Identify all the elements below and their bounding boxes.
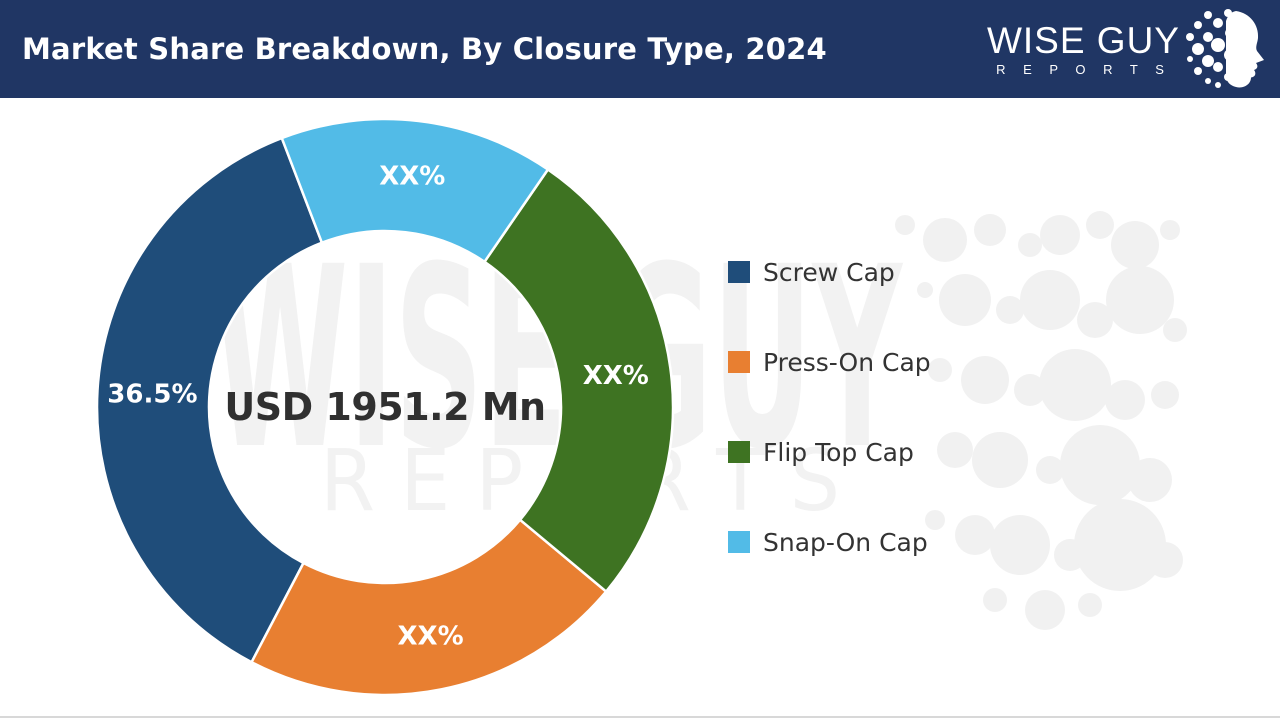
logo-wordmark: WISE GUY (986, 19, 1180, 61)
legend-label-screw-cap: Screw Cap (763, 257, 895, 287)
pie-slice-press-on-cap (250, 518, 608, 697)
pie-slice-label-screw-cap: 36.5% (107, 380, 197, 410)
pie-slice-snap-on-cap (280, 117, 550, 264)
legend-swatch-snap-on-cap (728, 531, 750, 553)
wiseguy-logo: WISE GUY R E P O R T S (987, 7, 1266, 91)
pie-slice-screw-cap (95, 136, 324, 664)
pie-slice-label-flip-top-cap: XX% (583, 361, 649, 391)
donut-center-value: USD 1951.2 Mn (224, 385, 546, 429)
legend-item-flip-top-cap: Flip Top Cap (728, 437, 931, 467)
pie-slice-label-press-on-cap: XX% (398, 622, 464, 652)
watermark-dots-face-icon (895, 211, 1187, 630)
logo-subtitle: R E P O R T S (996, 61, 1171, 77)
legend-swatch-screw-cap (728, 261, 750, 283)
legend-item-press-on-cap: Press-On Cap (728, 347, 931, 377)
legend-label-snap-on-cap: Snap-On Cap (763, 527, 928, 557)
legend-item-snap-on-cap: Snap-On Cap (728, 527, 931, 557)
header-bar: Market Share Breakdown, By Closure Type,… (0, 0, 1280, 98)
donut-slices: 36.5% XX% XX% XX% (95, 117, 675, 697)
bottom-divider (0, 716, 1280, 718)
legend-label-flip-top-cap: Flip Top Cap (763, 437, 914, 467)
pie-slice-flip-top-cap (483, 168, 675, 593)
chart-legend: Screw Cap Press-On Cap Flip Top Cap Snap-On… (728, 258, 931, 618)
wiseguy-logo-text: WISE GUY R E P O R T S (987, 22, 1180, 77)
wiseguy-logo-face-icon (1186, 9, 1264, 88)
pie-slice-label-snap-on-cap: XX% (379, 162, 445, 192)
legend-label-press-on-cap: Press-On Cap (763, 347, 931, 377)
legend-item-screw-cap: Screw Cap (728, 257, 931, 287)
legend-swatch-press-on-cap (728, 351, 750, 373)
legend-swatch-flip-top-cap (728, 441, 750, 463)
page-title: Market Share Breakdown, By Closure Type,… (22, 32, 827, 66)
